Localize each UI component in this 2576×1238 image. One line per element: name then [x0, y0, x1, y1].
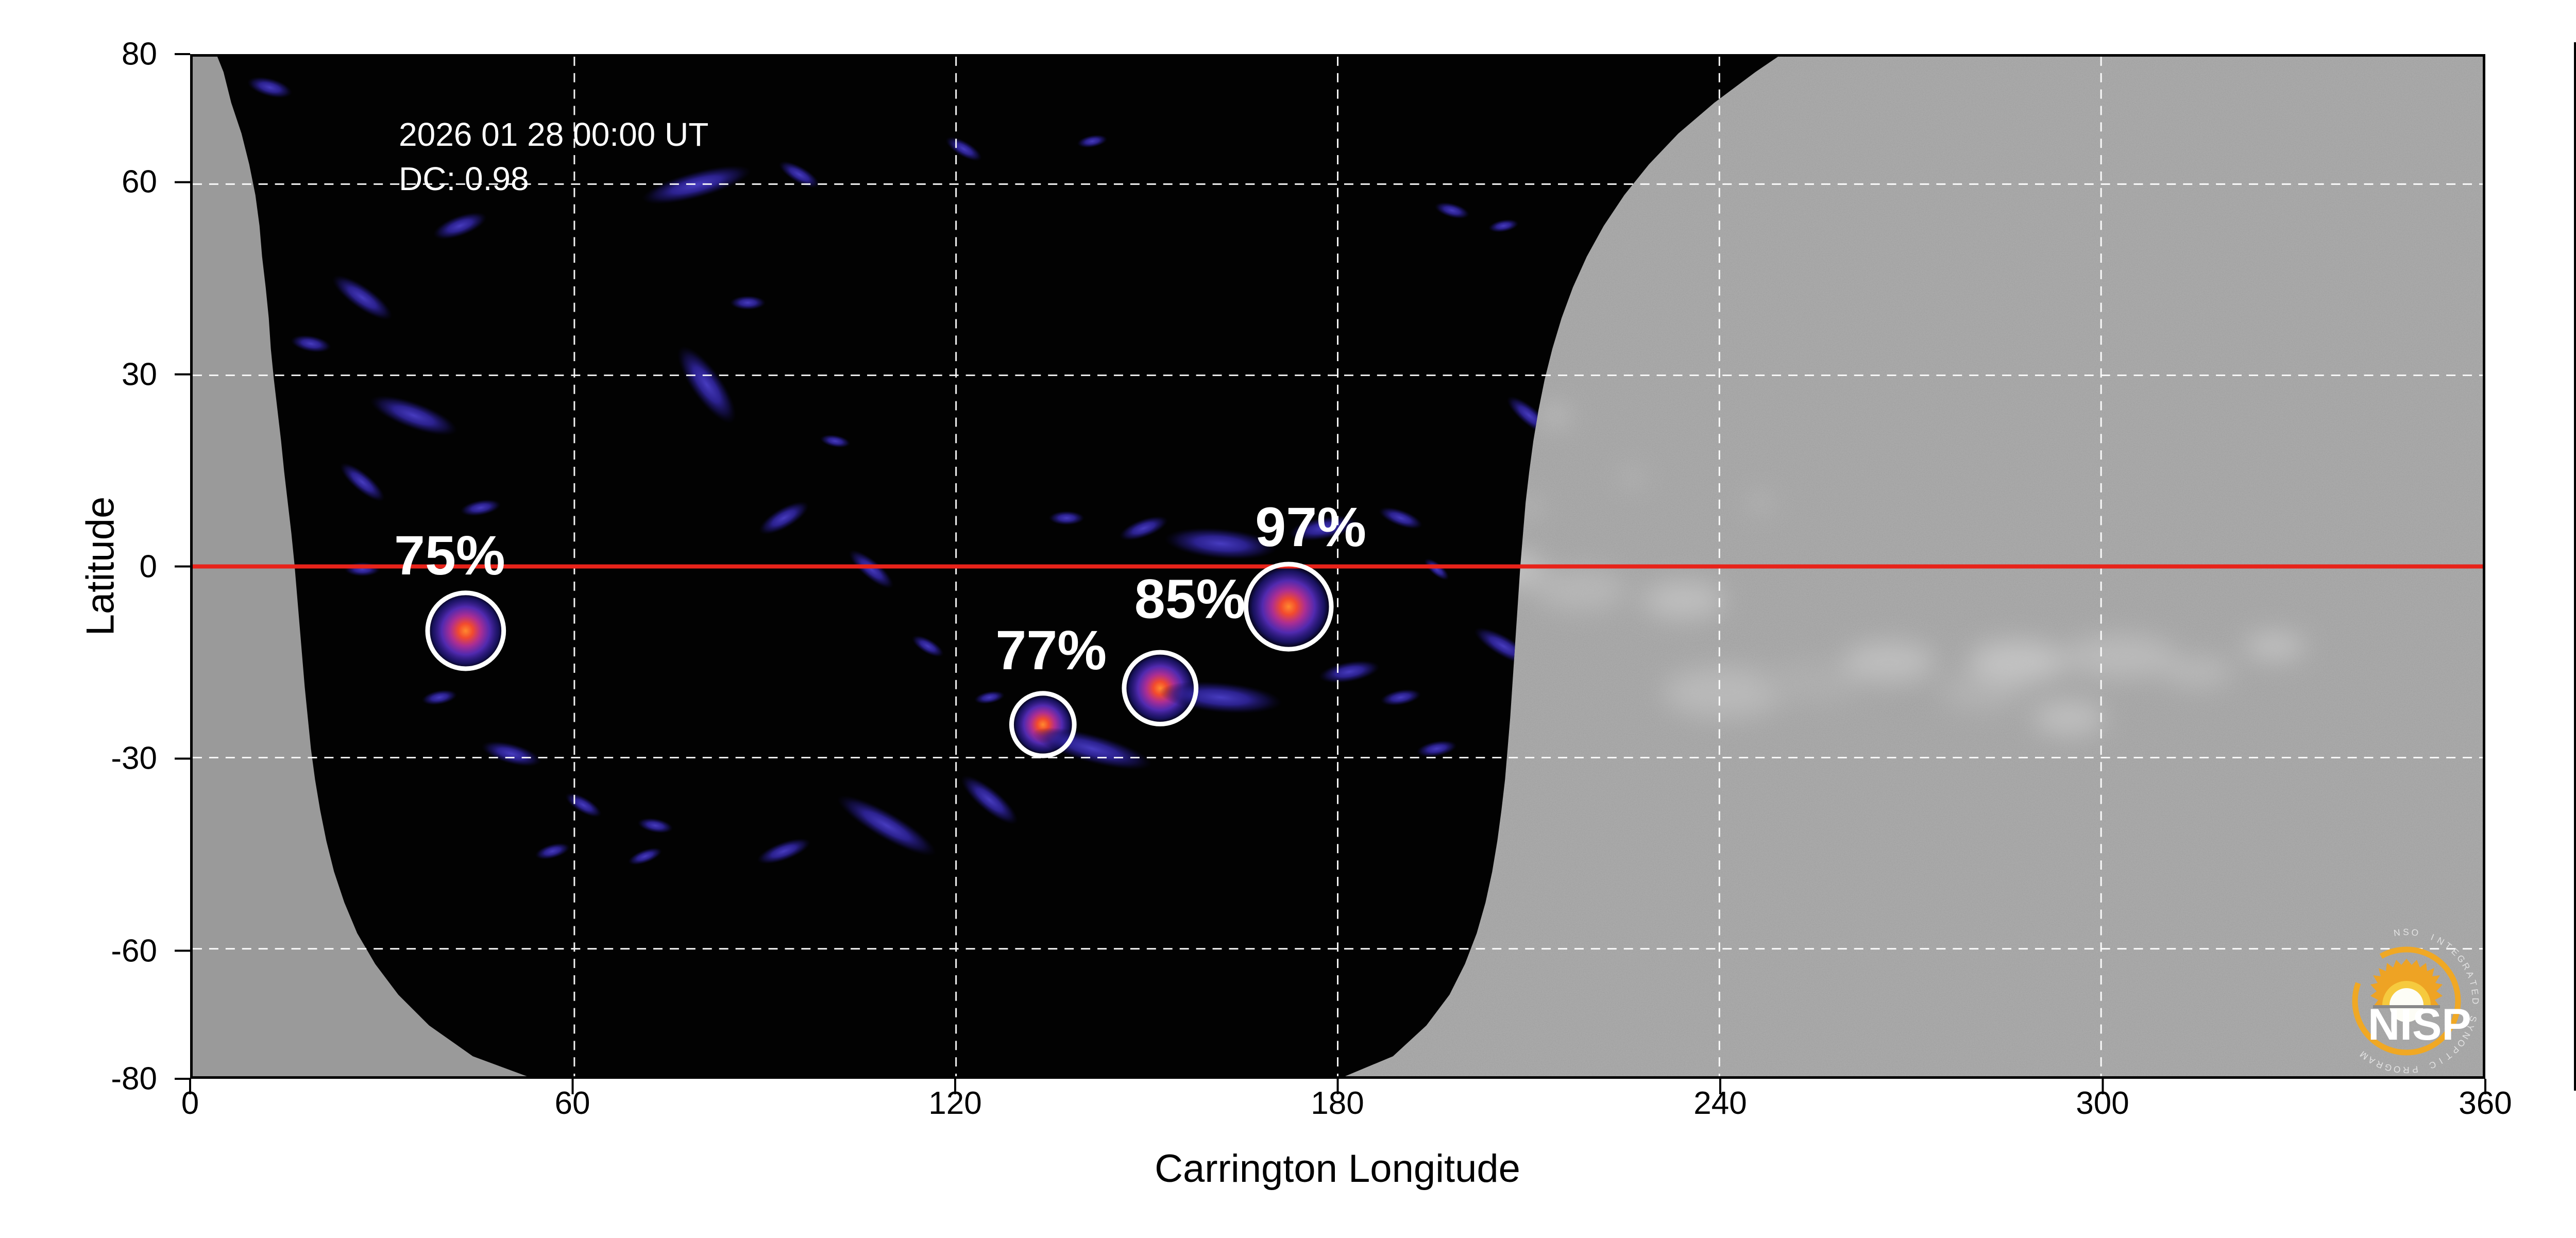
svg-text:O: O — [2393, 1064, 2401, 1075]
svg-text:A: A — [2464, 970, 2476, 979]
svg-text:I: I — [2437, 1056, 2444, 1066]
svg-text:C: C — [2428, 1059, 2437, 1071]
svg-text:I: I — [2429, 932, 2435, 942]
svg-text:D: D — [2470, 998, 2481, 1005]
svg-text:S: S — [2403, 927, 2409, 937]
svg-text:P: P — [2412, 1064, 2419, 1075]
svg-text:N: N — [2393, 927, 2401, 938]
svg-text:T: T — [2443, 1050, 2454, 1062]
svg-text:85%: 85% — [1134, 568, 1246, 630]
svg-text:O: O — [2411, 927, 2419, 938]
svg-text:97%: 97% — [1255, 496, 1366, 558]
svg-text:R: R — [2375, 1059, 2384, 1071]
svg-text:75%: 75% — [394, 524, 505, 586]
svg-text:G: G — [2383, 1062, 2393, 1074]
svg-text:T: T — [2467, 979, 2479, 987]
svg-text:N: N — [2435, 935, 2446, 947]
svg-text:77%: 77% — [995, 619, 1107, 681]
svg-text:M: M — [2358, 1049, 2370, 1062]
svg-text:E: E — [2469, 988, 2480, 995]
svg-text:R: R — [2403, 1065, 2410, 1075]
